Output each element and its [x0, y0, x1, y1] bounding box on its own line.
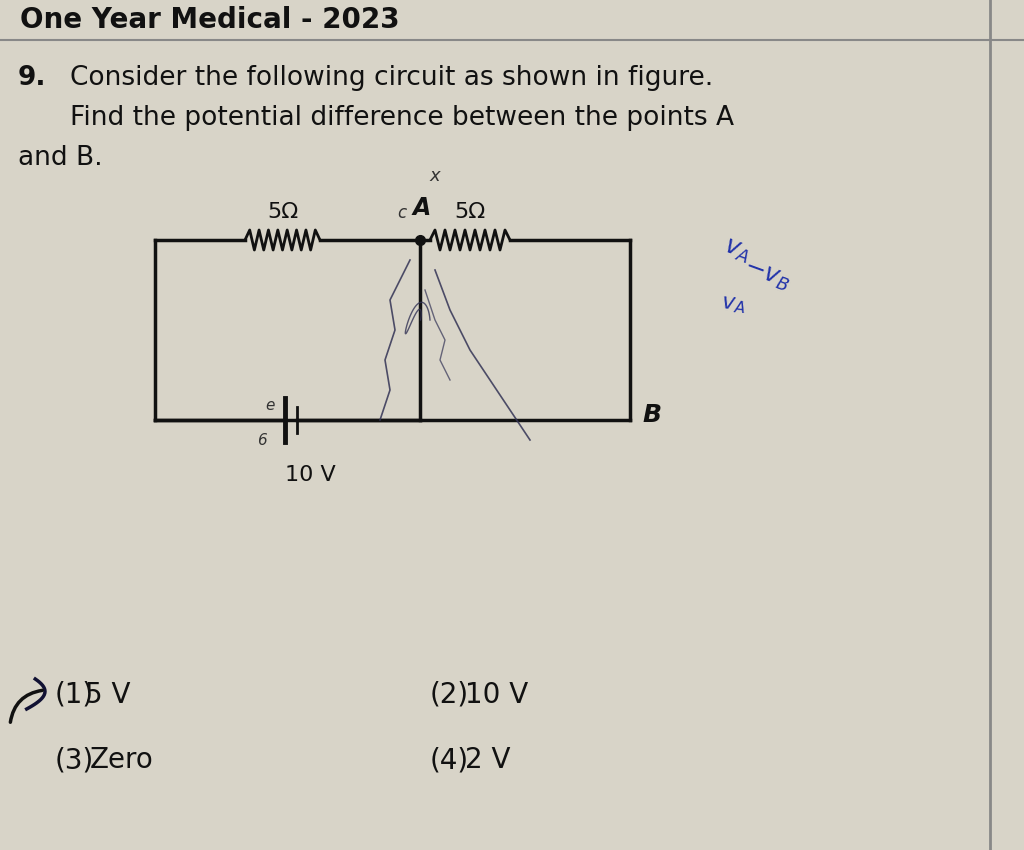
Text: (3): (3)	[55, 746, 94, 774]
Text: Find the potential difference between the points A: Find the potential difference between th…	[70, 105, 734, 131]
Text: x: x	[430, 167, 440, 185]
Text: 9.: 9.	[18, 65, 46, 91]
Text: Zero: Zero	[90, 746, 154, 774]
Text: and B.: and B.	[18, 145, 102, 171]
Text: (1): (1)	[55, 681, 94, 709]
Text: One Year Medical - 2023: One Year Medical - 2023	[20, 6, 399, 34]
Text: 10 V: 10 V	[465, 681, 528, 709]
Text: (4): (4)	[430, 746, 469, 774]
Text: $v_A$: $v_A$	[720, 234, 754, 266]
Text: c: c	[397, 204, 407, 222]
Text: Consider the following circuit as shown in figure.: Consider the following circuit as shown …	[70, 65, 714, 91]
Text: 6: 6	[257, 433, 266, 448]
Text: 10 V: 10 V	[285, 465, 336, 485]
Text: A: A	[413, 196, 431, 220]
Text: e: e	[265, 398, 274, 413]
Text: 2 V: 2 V	[465, 746, 511, 774]
Text: $- v_B$: $- v_B$	[740, 255, 794, 295]
Text: 5Ω: 5Ω	[455, 202, 485, 222]
Text: 5 V: 5 V	[85, 681, 130, 709]
Text: 5Ω: 5Ω	[267, 202, 298, 222]
Text: B: B	[642, 403, 662, 427]
Text: (2): (2)	[430, 681, 469, 709]
Text: $v_A$: $v_A$	[720, 294, 746, 316]
